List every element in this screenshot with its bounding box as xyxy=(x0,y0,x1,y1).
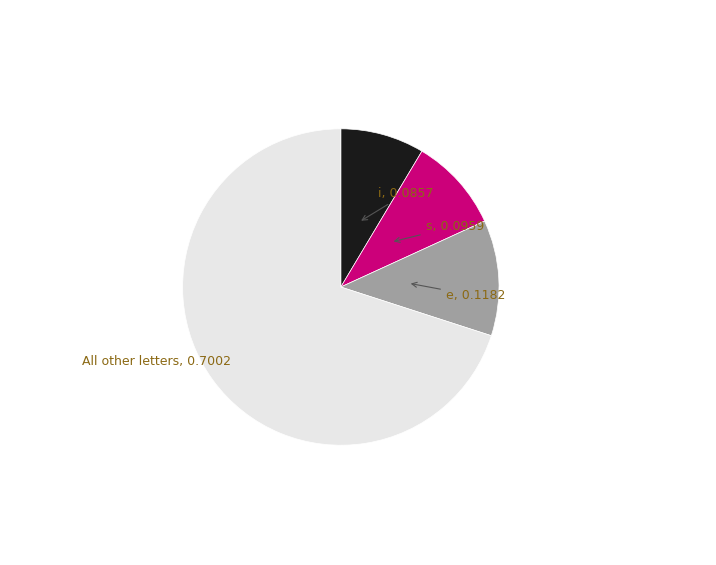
Wedge shape xyxy=(341,151,485,287)
Wedge shape xyxy=(183,129,491,445)
Wedge shape xyxy=(341,221,499,336)
Wedge shape xyxy=(341,129,422,287)
Text: s, 0.0959: s, 0.0959 xyxy=(395,220,484,242)
Text: All other letters, 0.7002: All other letters, 0.7002 xyxy=(82,355,231,368)
Text: i, 0.0857: i, 0.0857 xyxy=(362,187,433,220)
Text: e, 0.1182: e, 0.1182 xyxy=(412,282,505,302)
